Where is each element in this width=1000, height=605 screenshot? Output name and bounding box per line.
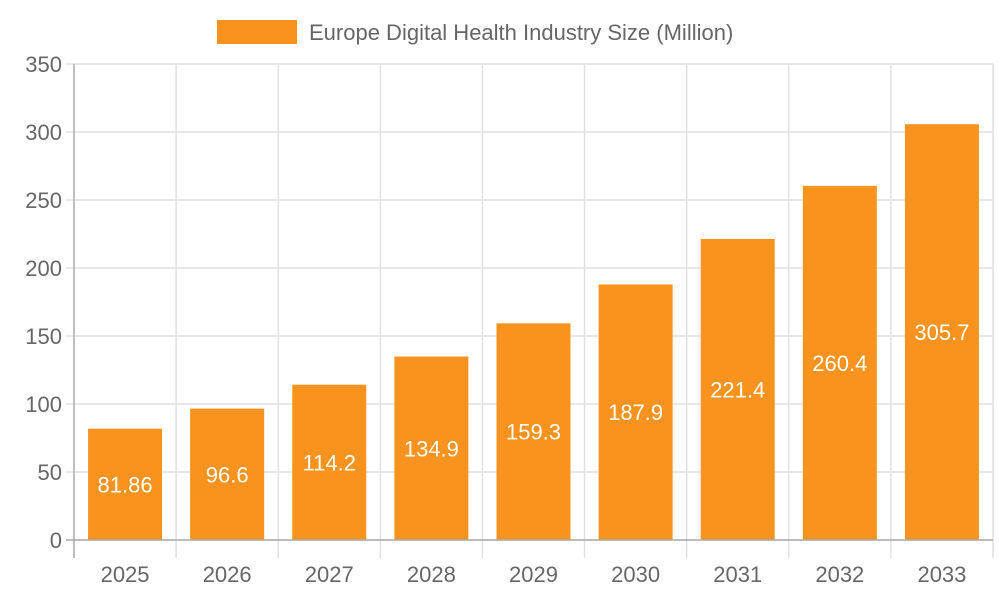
y-tick-label: 350 [25,52,62,77]
bar [598,284,673,540]
x-tick-label: 2026 [203,562,252,587]
x-tick-label: 2028 [407,562,456,587]
x-tick-label: 2029 [509,562,558,587]
x-tick-label: 2025 [101,562,150,587]
data-label: 114.2 [303,450,356,475]
y-tick-label: 100 [25,392,62,417]
bar [394,356,469,540]
y-tick-label: 150 [25,324,62,349]
data-label: 221.4 [710,377,765,402]
bar [496,323,571,540]
data-label: 187.9 [608,400,663,425]
bar [802,185,877,540]
x-tick-label: 2027 [305,562,354,587]
grid [66,63,994,558]
bar [904,124,979,541]
data-label: 305.7 [914,320,969,345]
x-tick-label: 2033 [917,562,966,587]
axes: 0 50 100 150 200 250 300 350 2025 2026 2027 2028 202… [25,52,993,587]
data-label: 134.9 [404,436,459,461]
data-label: 96.6 [206,462,249,487]
x-tick-label: 2030 [611,562,660,587]
x-tick-label: 2032 [815,562,864,587]
legend[interactable]: Europe Digital Health Industry Size (Mil… [217,20,733,45]
bar [88,428,163,540]
x-tick-label: 2031 [713,562,762,587]
bar [292,384,367,540]
y-tick-label: 300 [25,120,62,145]
legend-swatch [217,20,297,44]
y-tick-label: 250 [25,188,62,213]
data-label: 81.86 [98,472,153,497]
data-label: 260.4 [812,351,867,376]
bar [700,238,775,540]
legend-label: Europe Digital Health Industry Size (Mil… [309,20,733,45]
y-tick-label: 200 [25,256,62,281]
data-label: 159.3 [506,420,561,445]
y-tick-label: 50 [38,460,62,485]
y-tick-label: 0 [50,528,62,553]
bar [190,408,265,540]
bars: 81.86 96.6 114.2 134.9 159.3 187.9 221.4 260.4 3… [88,124,979,541]
